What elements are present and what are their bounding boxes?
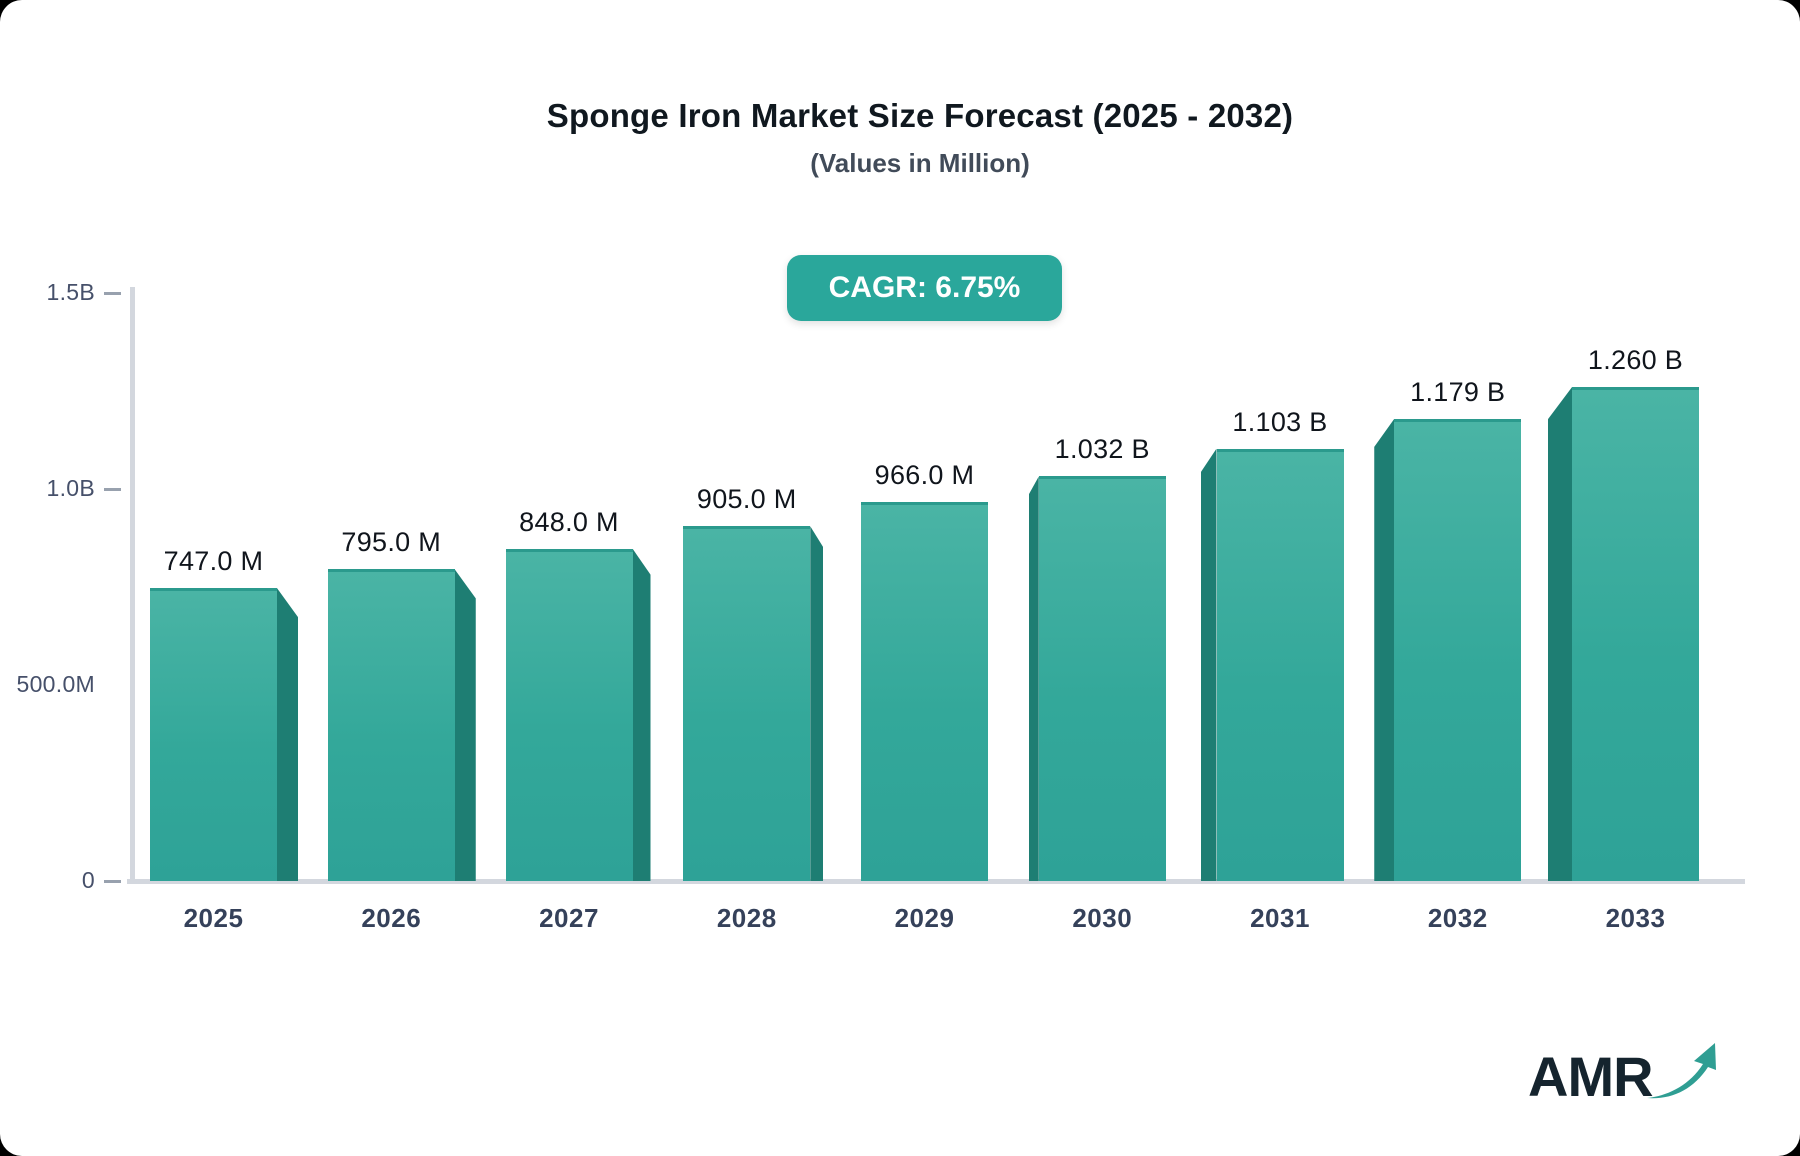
bar-3d-side [1200,448,1217,881]
x-axis-tick-label: 2027 [539,903,599,933]
bar [1572,387,1699,881]
chart-subtitle: (Values in Million) [810,148,1030,178]
growth-arrow-icon [1645,1040,1717,1107]
bar-3d-side [277,588,298,881]
y-axis-line [130,287,135,883]
bar-value-label: 1.103 B [1232,406,1328,437]
bar-value-label: 848.0 M [519,506,619,537]
x-axis-tick-label: 2032 [1427,903,1488,933]
y-axis-tick-dash [104,488,121,491]
y-axis-tick-label: 1.0B [46,475,95,501]
bar-value-label: 905.0 M [696,484,797,515]
bar [1216,448,1344,881]
x-axis-tick-label: 2026 [361,903,422,933]
bar [1394,418,1522,881]
bar-value-label: 795.0 M [341,527,442,558]
y-axis-tick-dash [104,292,121,295]
amr-logo: AMR [1528,1036,1778,1116]
bar-3d-side [810,526,824,881]
x-axis-tick-label: 2028 [716,903,777,933]
x-axis-baseline [127,879,1745,884]
bar [327,569,455,881]
bar [861,502,988,881]
bar-3d-side [1374,418,1395,881]
chart-title: Sponge Iron Market Size Forecast (2025 -… [546,97,1294,134]
bar [683,526,811,881]
bar [505,548,633,881]
bar-value-label: 1.032 B [1054,434,1150,465]
amr-logo-text: AMR [1528,1044,1654,1108]
x-axis-tick-label: 2033 [1605,903,1666,933]
y-axis-tick-dash [104,880,121,883]
cagr-badge: CAGR: 6.75% [787,255,1062,321]
y-axis-tick-label: 1.5B [46,279,95,305]
x-axis-tick-label: 2030 [1072,903,1133,933]
x-axis-tick-label: 2025 [183,903,244,933]
bar [1038,476,1166,881]
x-axis-tick-label: 2031 [1250,903,1310,933]
bar-3d-side [454,569,476,881]
bar-3d-side [632,548,651,881]
x-axis-tick-label: 2029 [894,903,955,933]
bar-value-label: 747.0 M [163,546,264,577]
bar-3d-side [1028,476,1039,881]
bar-value-label: 1.260 B [1587,345,1684,376]
bar-3d-side [1548,387,1572,881]
y-axis-tick-label: 500.0M [16,671,95,697]
bar-value-label: 966.0 M [874,460,975,491]
bar-value-label: 1.179 B [1410,376,1506,407]
bar [150,588,277,881]
y-axis-tick-label: 0 [81,867,95,893]
